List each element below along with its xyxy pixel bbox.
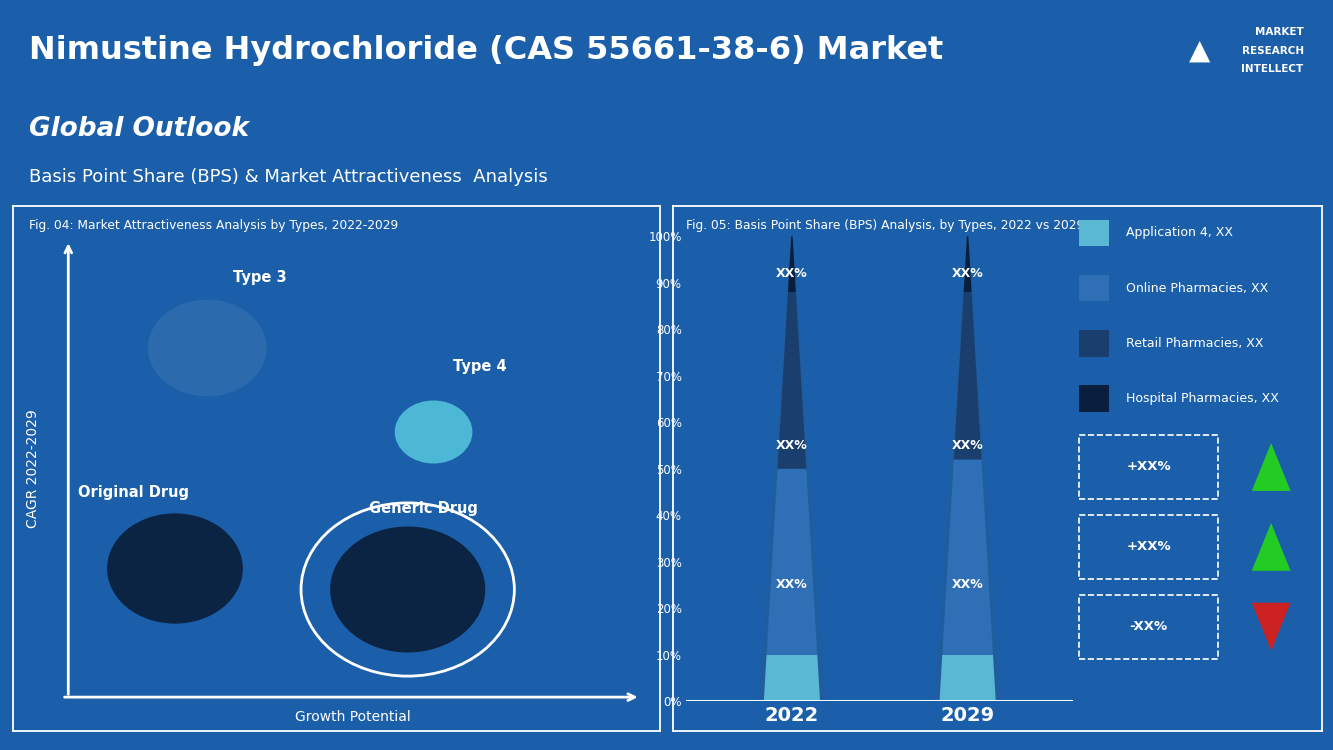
- Text: XX%: XX%: [952, 578, 984, 592]
- Polygon shape: [954, 292, 981, 460]
- Polygon shape: [964, 236, 972, 292]
- Polygon shape: [777, 292, 806, 469]
- Text: Original Drug: Original Drug: [77, 485, 189, 500]
- Text: MARKET: MARKET: [1254, 28, 1304, 38]
- Circle shape: [148, 300, 267, 396]
- Text: -XX%: -XX%: [1129, 620, 1168, 633]
- Circle shape: [395, 400, 472, 464]
- Text: Type 4: Type 4: [453, 359, 507, 374]
- Text: Global Outlook: Global Outlook: [29, 116, 249, 142]
- Polygon shape: [788, 236, 796, 292]
- Polygon shape: [764, 655, 820, 701]
- Text: Fig. 05: Basis Point Share (BPS) Analysis, by Types, 2022 vs 2029: Fig. 05: Basis Point Share (BPS) Analysi…: [686, 219, 1085, 232]
- Text: XX%: XX%: [952, 439, 984, 452]
- FancyBboxPatch shape: [1080, 330, 1109, 357]
- Polygon shape: [766, 469, 817, 655]
- Text: +XX%: +XX%: [1126, 540, 1170, 554]
- FancyBboxPatch shape: [1080, 274, 1109, 302]
- Polygon shape: [1252, 603, 1290, 651]
- Circle shape: [107, 513, 243, 624]
- Text: Online Pharmacies, XX: Online Pharmacies, XX: [1125, 281, 1268, 295]
- Text: Basis Point Share (BPS) & Market Attractiveness  Analysis: Basis Point Share (BPS) & Market Attract…: [29, 168, 548, 186]
- Polygon shape: [1252, 523, 1290, 571]
- Text: Hospital Pharmacies, XX: Hospital Pharmacies, XX: [1125, 392, 1278, 405]
- Text: Growth Potential: Growth Potential: [295, 710, 411, 724]
- Text: RESEARCH: RESEARCH: [1241, 46, 1304, 56]
- Text: XX%: XX%: [952, 267, 984, 280]
- FancyBboxPatch shape: [1080, 220, 1109, 246]
- Text: XX%: XX%: [776, 267, 808, 280]
- Text: Application 4, XX: Application 4, XX: [1125, 226, 1233, 239]
- Polygon shape: [940, 655, 996, 701]
- Text: Fig. 04: Market Attractiveness Analysis by Types, 2022-2029: Fig. 04: Market Attractiveness Analysis …: [29, 219, 399, 232]
- Text: Type 3: Type 3: [233, 270, 287, 285]
- FancyBboxPatch shape: [1080, 386, 1109, 412]
- Polygon shape: [942, 460, 993, 655]
- Text: CAGR 2022-2029: CAGR 2022-2029: [25, 410, 40, 528]
- Text: ▲: ▲: [1189, 37, 1210, 64]
- Text: +XX%: +XX%: [1126, 460, 1170, 473]
- Text: XX%: XX%: [776, 578, 808, 592]
- Polygon shape: [1252, 443, 1290, 491]
- Polygon shape: [758, 236, 825, 701]
- Polygon shape: [934, 236, 1001, 701]
- Text: Retail Pharmacies, XX: Retail Pharmacies, XX: [1125, 337, 1264, 350]
- Text: XX%: XX%: [776, 439, 808, 452]
- Circle shape: [331, 526, 485, 652]
- Text: Generic Drug: Generic Drug: [369, 501, 477, 516]
- Text: Nimustine Hydrochloride (CAS 55661-38-6) Market: Nimustine Hydrochloride (CAS 55661-38-6)…: [29, 35, 944, 66]
- Text: INTELLECT: INTELLECT: [1241, 64, 1304, 74]
